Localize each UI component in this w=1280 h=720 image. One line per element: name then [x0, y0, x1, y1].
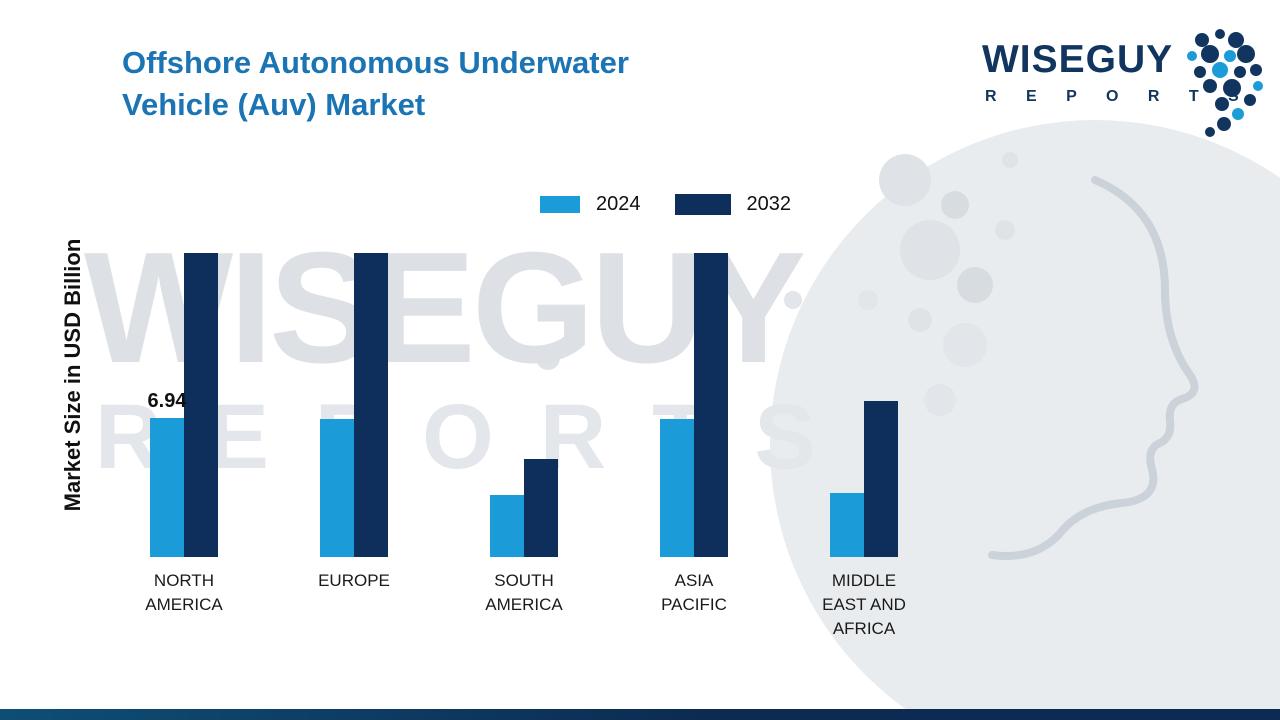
category-label: NORTH AMERICA — [145, 571, 223, 614]
value-label: 6.94 — [147, 390, 187, 413]
legend-swatch-2032 — [674, 194, 731, 215]
bar-2032-south-america — [524, 459, 558, 557]
legend-item-2024: 2024 — [540, 193, 641, 216]
bar-group-south-america: SOUTH AMERICA — [439, 237, 609, 641]
wiseguy-logo: WISEGUY R E P O R T S — [982, 29, 1263, 137]
title-line-2: Vehicle (Auv) Market — [122, 87, 426, 122]
bar-2024-south-america — [490, 495, 524, 557]
category-label: SOUTH AMERICA — [485, 571, 563, 614]
logo-wordmark: WISEGUY — [982, 38, 1174, 81]
bar-group-middle-east-and-africa: MIDDLE EAST AND AFRICA — [779, 237, 949, 641]
category-label: ASIA PACIFIC — [661, 571, 727, 614]
bar-2024-europe — [320, 419, 354, 557]
page-title: Offshore Autonomous Underwater Vehicle (… — [122, 42, 629, 126]
bar-2024-north-america — [150, 418, 184, 557]
bar-chart: 6.94 NORTH AMERICA EUROPE SOUTH AMERICA ASIA… — [99, 237, 949, 641]
bar-2032-middle-east-and-africa — [864, 401, 898, 557]
legend-label-2024: 2024 — [596, 193, 641, 215]
bar-2024-asia-pacific — [660, 419, 694, 557]
bars-row: 6.94 NORTH AMERICA EUROPE SOUTH AMERICA ASIA… — [99, 237, 949, 641]
bar-2032-asia-pacific — [694, 253, 728, 557]
legend-swatch-2024 — [540, 196, 580, 213]
logo-head-dots-icon — [1187, 29, 1263, 137]
category-label: MIDDLE EAST AND AFRICA — [822, 571, 906, 638]
bar-2024-middle-east-and-africa — [830, 493, 864, 557]
bar-2032-europe — [354, 253, 388, 557]
title-line-1: Offshore Autonomous Underwater — [122, 45, 629, 80]
y-axis-label: Market Size in USD Billion — [60, 238, 85, 512]
bar-group-europe: EUROPE — [269, 237, 439, 641]
bar-group-north-america: 6.94 NORTH AMERICA — [99, 237, 269, 641]
logo-reports-text: R E P O R T S — [985, 88, 1252, 105]
footer-bar — [0, 709, 1280, 720]
bar-group-asia-pacific: ASIA PACIFIC — [609, 237, 779, 641]
legend-item-2032: 2032 — [674, 193, 792, 216]
bar-2032-north-america — [184, 253, 218, 557]
chart-legend: 2024 2032 — [540, 193, 791, 216]
legend-label-2032: 2032 — [746, 193, 792, 215]
category-label: EUROPE — [318, 571, 390, 590]
